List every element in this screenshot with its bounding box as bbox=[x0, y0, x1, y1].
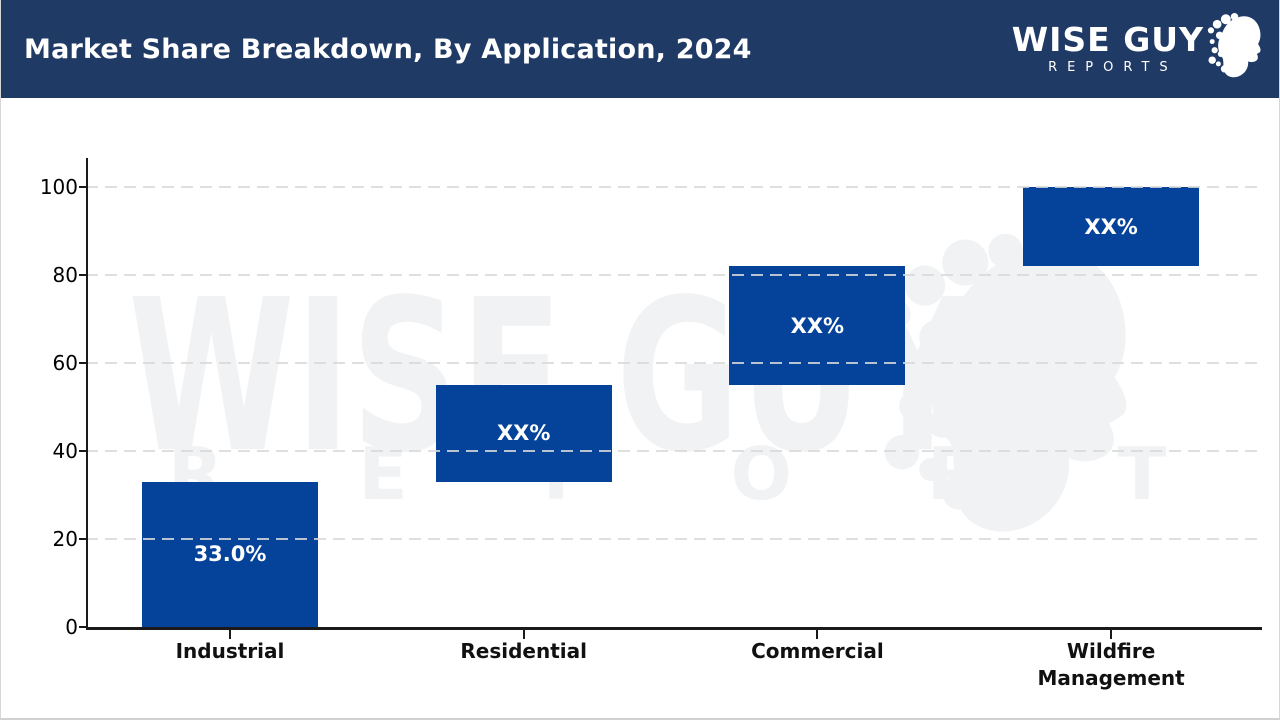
bar-industrial: 33.0% bbox=[142, 481, 318, 627]
bar-value-label: 33.0% bbox=[193, 542, 267, 567]
header-bar: Market Share Breakdown, By Application, … bbox=[0, 0, 1280, 98]
x-tick-label: Wildfire Management bbox=[1037, 639, 1185, 690]
gridline bbox=[86, 538, 1262, 540]
x-tick-label: Commercial bbox=[751, 639, 884, 663]
y-tick-label: 40 bbox=[52, 439, 78, 463]
y-tick-label: 80 bbox=[52, 263, 78, 287]
x-tick-mark bbox=[816, 630, 819, 639]
y-tick-label: 0 bbox=[65, 615, 78, 639]
y-tick-mark bbox=[79, 362, 88, 364]
logo-wordmark: WISE GUY bbox=[1011, 20, 1204, 59]
bar-value-label: XX% bbox=[496, 421, 551, 446]
gridline bbox=[86, 362, 1262, 364]
wise-guy-logo: WISE GUY REPORTS bbox=[1012, 6, 1268, 92]
bar-value-label: XX% bbox=[1084, 214, 1138, 239]
y-tick-mark bbox=[79, 186, 88, 188]
y-tick-mark bbox=[79, 538, 88, 540]
chart-title: Market Share Breakdown, By Application, … bbox=[24, 33, 752, 65]
y-tick-label: 100 bbox=[39, 175, 78, 199]
y-tick-mark bbox=[79, 626, 88, 628]
gridline bbox=[86, 186, 1262, 188]
gridline bbox=[86, 274, 1262, 276]
y-tick-label: 60 bbox=[52, 351, 78, 375]
bar-wildfire-management: XX% bbox=[1023, 187, 1200, 267]
bar-commercial: XX% bbox=[729, 266, 906, 385]
x-tick-mark bbox=[522, 630, 525, 639]
logo-text: WISE GUY REPORTS bbox=[1012, 22, 1204, 76]
bar-residential: XX% bbox=[435, 385, 612, 482]
logo-subtitle: REPORTS bbox=[1048, 60, 1178, 75]
x-axis-line bbox=[86, 627, 1262, 630]
y-axis-line bbox=[86, 158, 88, 629]
y-tick-mark bbox=[79, 274, 88, 276]
gridline bbox=[86, 450, 1262, 452]
y-tick-mark bbox=[79, 450, 88, 452]
bar-value-label: XX% bbox=[790, 313, 845, 338]
x-tick-label: Residential bbox=[460, 639, 587, 663]
x-tick-mark bbox=[1110, 630, 1113, 639]
x-tick-label: Industrial bbox=[175, 639, 285, 663]
x-tick-mark bbox=[229, 630, 231, 639]
dotted-head-icon bbox=[1207, 13, 1261, 78]
y-tick-label: 20 bbox=[52, 527, 78, 551]
